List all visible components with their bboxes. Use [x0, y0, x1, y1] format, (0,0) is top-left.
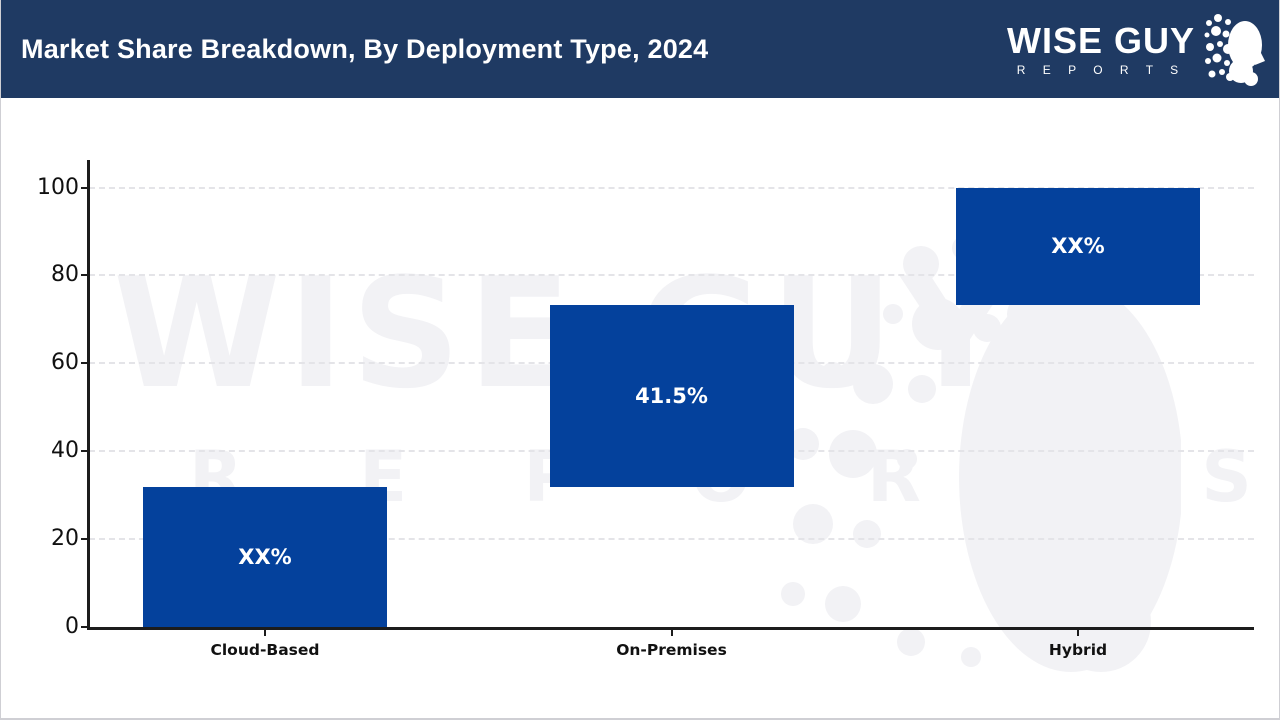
y-tick-label: 100 [37, 174, 79, 200]
logo-name: WISE GUY [1006, 19, 1195, 61]
page-title: Market Share Breakdown, By Deployment Ty… [21, 33, 709, 64]
bar-value-label: XX% [238, 545, 292, 570]
bar-value-label: XX% [1051, 234, 1105, 259]
y-tick-mark [81, 626, 88, 628]
logo-face-icon [1204, 14, 1265, 86]
y-tick-label: 40 [51, 438, 79, 464]
chart-bar-cloud-based: XX% [143, 487, 387, 627]
y-tick-mark [81, 186, 88, 189]
x-tick-mark [1077, 630, 1079, 636]
logo-subtitle: R E P O R T S [1016, 62, 1186, 77]
category-label: Cloud-Based [210, 641, 320, 659]
logo-text: WISE GUY R E P O R T S [1006, 19, 1195, 77]
y-tick-label: 20 [51, 526, 79, 552]
category-label: On-Premises [616, 641, 727, 659]
y-axis-line [87, 160, 90, 630]
y-tick-label: 80 [51, 262, 79, 288]
bar-value-label: 41.5% [635, 384, 708, 409]
y-tick-mark [81, 450, 88, 453]
wiseguy-logo: WISE GUY R E P O R T S [1007, 0, 1265, 98]
header-bar: Market Share Breakdown, By Deployment Ty… [1, 0, 1279, 98]
chart-bar-on-premises: 41.5% [549, 304, 794, 488]
y-tick-mark [81, 538, 88, 541]
gridline-80 [89, 274, 1254, 277]
gridline-20 [89, 538, 1254, 541]
x-axis-line [87, 627, 1254, 630]
x-tick-mark [670, 630, 673, 636]
y-tick-mark [81, 274, 88, 277]
gridline-100 [89, 186, 1254, 189]
y-tick-label: 60 [51, 350, 79, 376]
y-tick-mark [81, 362, 88, 365]
category-label: Hybrid [1048, 641, 1108, 659]
chart-bar-hybrid: XX% [956, 187, 1200, 305]
x-tick-mark [264, 630, 266, 636]
y-tick-label: 0 [65, 614, 79, 639]
